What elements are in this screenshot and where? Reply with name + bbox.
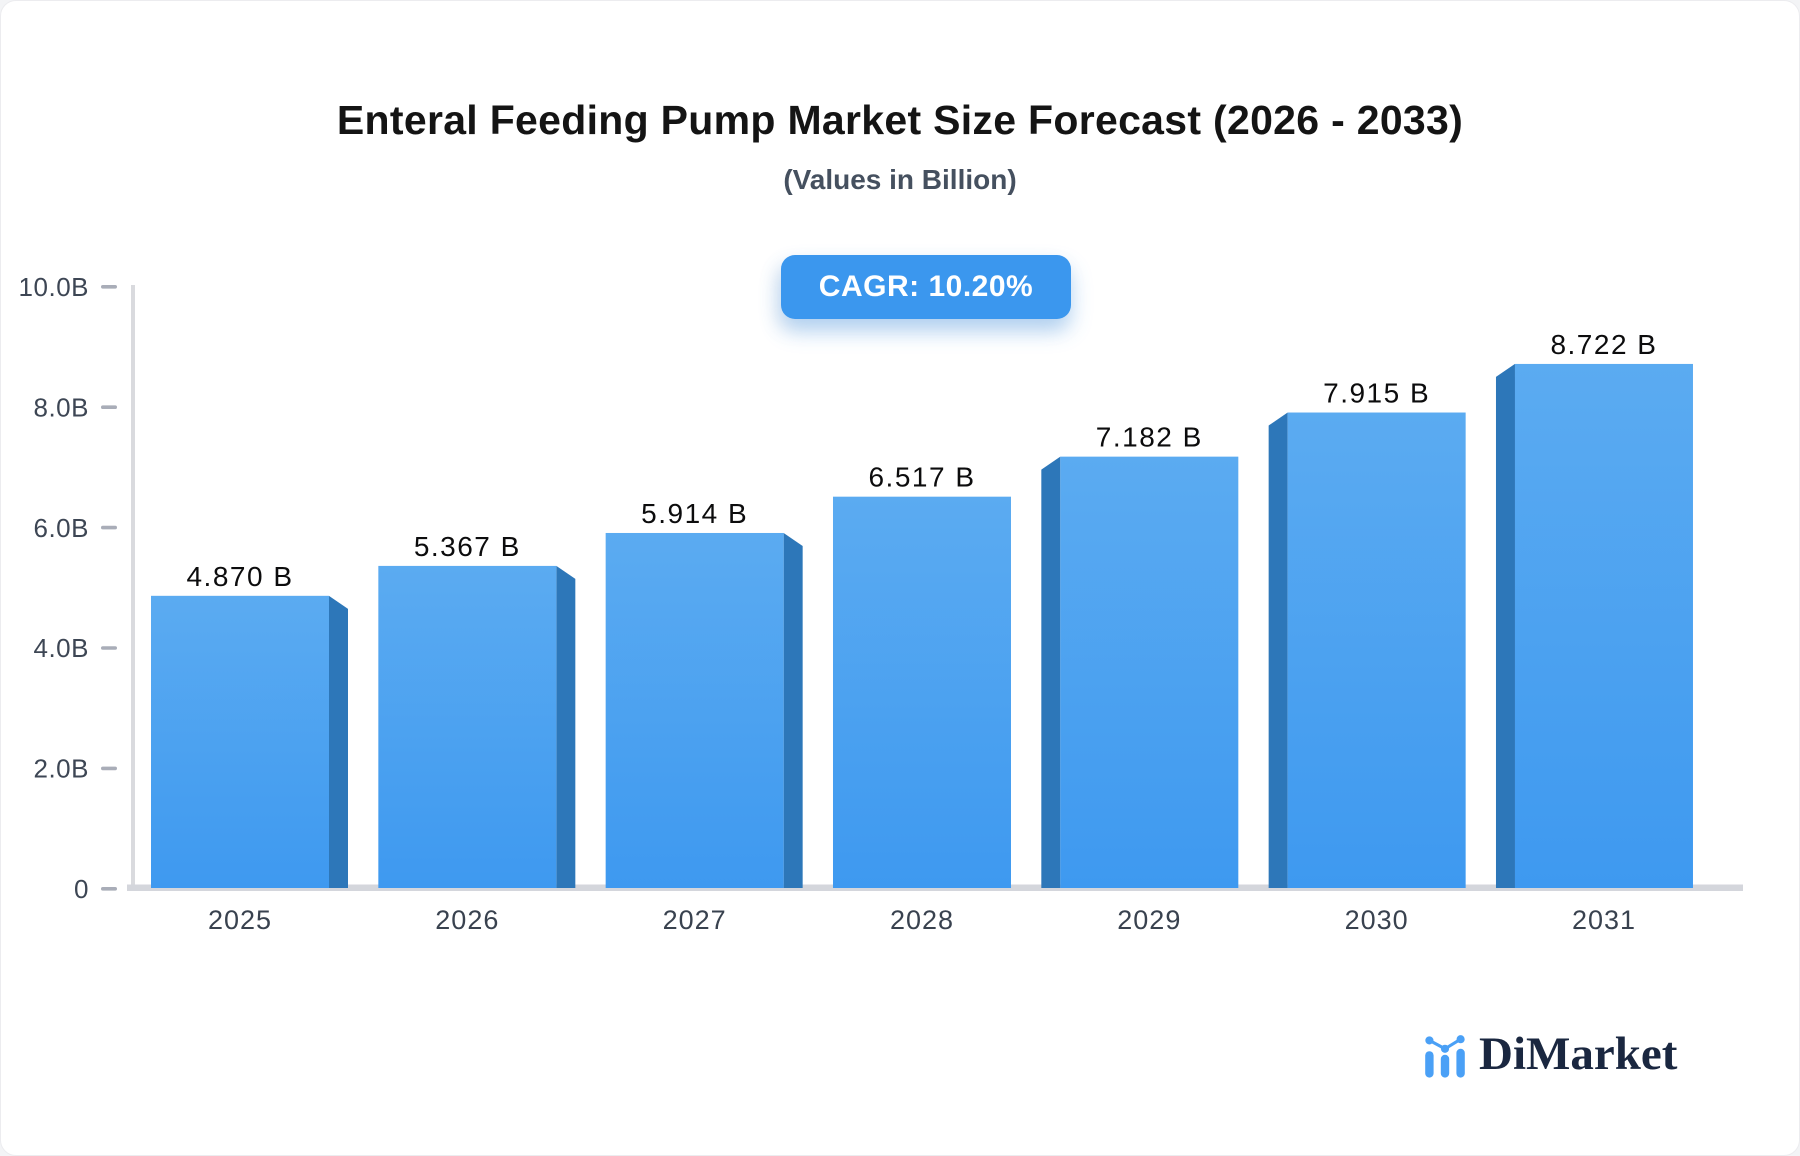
bar xyxy=(1060,456,1239,888)
x-axis-label: 2031 xyxy=(1572,905,1636,935)
y-axis-tick xyxy=(101,525,117,530)
bar-value-label: 8.722 B xyxy=(1550,329,1657,360)
logo-text: DiMarket xyxy=(1479,1028,1678,1080)
y-axis-tick xyxy=(101,887,117,891)
bar xyxy=(605,532,784,888)
bar xyxy=(151,595,329,888)
bar-3d-side xyxy=(329,595,348,888)
page-title: Enteral Feeding Pump Market Size Forecas… xyxy=(336,97,1464,143)
x-axis-label: 2029 xyxy=(1117,905,1181,935)
bar xyxy=(378,565,557,888)
bar-value-label: 4.870 B xyxy=(186,561,293,592)
bar xyxy=(1514,363,1693,888)
mini-bar-chart-icon xyxy=(1425,1035,1465,1078)
y-axis-tick-label: 6.0B xyxy=(34,513,90,543)
cagr-badge: CAGR: 10.20% xyxy=(781,255,1071,319)
y-axis-line xyxy=(131,285,135,889)
x-axis-label: 2026 xyxy=(435,905,499,935)
bar-3d-side xyxy=(1041,456,1061,888)
y-axis-tick-label: 0 xyxy=(74,874,89,904)
bar-3d-side xyxy=(556,565,576,888)
y-axis-tick xyxy=(101,646,117,650)
page-subtitle: (Values in Billion) xyxy=(783,164,1017,195)
x-axis-label: 2025 xyxy=(208,905,272,935)
y-axis-tick-label: 10.0B xyxy=(19,272,89,302)
x-axis-label: 2030 xyxy=(1345,905,1409,935)
x-axis-label: 2028 xyxy=(890,905,954,935)
y-axis-tick-label: 8.0B xyxy=(34,392,90,422)
y-axis-tick xyxy=(101,766,117,771)
bar-value-label: 7.182 B xyxy=(1096,422,1203,453)
bar-value-label: 5.367 B xyxy=(414,531,521,562)
bar-3d-side xyxy=(1495,363,1515,888)
bar-3d-side xyxy=(1268,412,1288,888)
dimarket-logo: DiMarket xyxy=(1421,1031,1677,1080)
y-axis-tick-label: 4.0B xyxy=(34,633,90,663)
bar xyxy=(1287,412,1466,888)
y-axis-tick xyxy=(101,405,117,409)
y-axis-tick-label: 2.0B xyxy=(34,754,90,784)
bar-value-label: 6.517 B xyxy=(868,462,975,493)
bar-value-label: 5.914 B xyxy=(641,498,748,529)
bar-chart-svg: 10.0B 8.0B 6.0B 4.0B 2.0B 0 4.870 B 2025 5.367 B… xyxy=(19,272,1743,935)
bar-value-label: 7.915 B xyxy=(1323,378,1430,409)
bar xyxy=(832,496,1011,888)
bar-3d-side xyxy=(783,532,803,888)
y-axis-tick xyxy=(101,285,117,289)
bar-chart: 10.0B 8.0B 6.0B 4.0B 2.0B 0 4.870 B 2025 5.367 B… xyxy=(1,251,1799,971)
cagr-badge-label: CAGR: 10.20% xyxy=(818,270,1034,303)
x-axis-label: 2027 xyxy=(663,905,727,935)
